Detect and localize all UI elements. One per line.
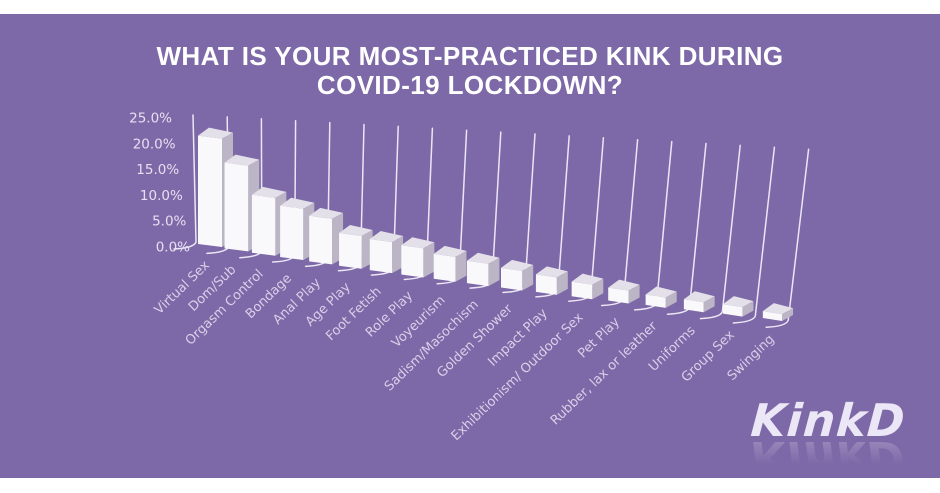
- bar-side-face: [423, 242, 435, 278]
- bar-top-face: [369, 231, 404, 243]
- grid-line: [666, 142, 707, 315]
- bar: [722, 304, 743, 317]
- bar-top-face: [722, 296, 754, 308]
- bar-side-face: [392, 236, 404, 274]
- bar: [535, 274, 557, 295]
- bar-side-face: [455, 250, 467, 282]
- grid-line: [173, 114, 197, 250]
- bar-top-face: [608, 279, 640, 291]
- bar: [251, 194, 276, 256]
- bar-top-face: [198, 127, 233, 139]
- bar-side-face: [556, 271, 568, 295]
- y-axis-label: 10.0%: [140, 188, 183, 204]
- bar-top-face: [433, 245, 467, 257]
- bar-side-face: [665, 291, 677, 308]
- y-axis-label: 20.0%: [133, 136, 176, 152]
- bar: [401, 245, 424, 278]
- bar: [571, 281, 593, 300]
- y-axis-label: 5.0%: [152, 214, 186, 230]
- bar-side-face: [522, 264, 534, 291]
- bar-top-face: [280, 197, 315, 209]
- chart-title: WHAT IS YOUR MOST-PRACTICED KINK DURING …: [0, 42, 940, 100]
- bar-top-face: [251, 186, 287, 198]
- bar-top-face: [466, 252, 500, 264]
- bar: [339, 232, 362, 269]
- bar: [433, 253, 456, 282]
- bar: [369, 239, 393, 274]
- bar-top-face: [645, 286, 677, 298]
- grid-line: [699, 144, 741, 320]
- bar-top-face: [224, 154, 260, 166]
- bar-top-face: [683, 291, 715, 303]
- bar-side-face: [742, 301, 754, 317]
- chart-canvas: [0, 14, 940, 478]
- y-axis-label: 0.0%: [156, 240, 190, 256]
- chart-title-line2: COVID-19 LOCKDOWN?: [316, 70, 624, 100]
- grid-line: [732, 146, 776, 324]
- bar: [309, 215, 333, 265]
- grid-line: [765, 148, 810, 329]
- y-axis-label: 25.0%: [129, 111, 172, 127]
- bar-top-face: [535, 266, 568, 278]
- bar: [762, 311, 783, 321]
- bar-top-face: [339, 224, 373, 236]
- grid-line: [633, 140, 673, 311]
- bar-top-face: [762, 303, 794, 315]
- bar: [608, 287, 629, 304]
- chart-title-line1: WHAT IS YOUR MOST-PRACTICED KINK DURING: [156, 41, 784, 71]
- y-axis-label: 15.0%: [136, 162, 179, 178]
- brand-logo-reflection: KinkD: [749, 431, 908, 484]
- bar: [224, 162, 249, 252]
- bar: [280, 205, 304, 261]
- bar: [501, 267, 523, 291]
- bar-side-face: [628, 284, 640, 304]
- bar-top-face: [501, 259, 534, 271]
- bar-side-face: [592, 278, 604, 300]
- bar: [466, 260, 489, 287]
- bar-top-face: [571, 273, 604, 285]
- bar-side-face: [703, 296, 715, 313]
- bar: [198, 135, 222, 247]
- bar-top-face: [401, 237, 435, 249]
- bar: [645, 294, 666, 308]
- bar-side-face: [488, 257, 500, 287]
- bar-side-face: [782, 308, 794, 321]
- brand-logo: KinkD KinkD: [749, 394, 908, 484]
- bar: [683, 299, 704, 313]
- bar-top-face: [309, 207, 344, 219]
